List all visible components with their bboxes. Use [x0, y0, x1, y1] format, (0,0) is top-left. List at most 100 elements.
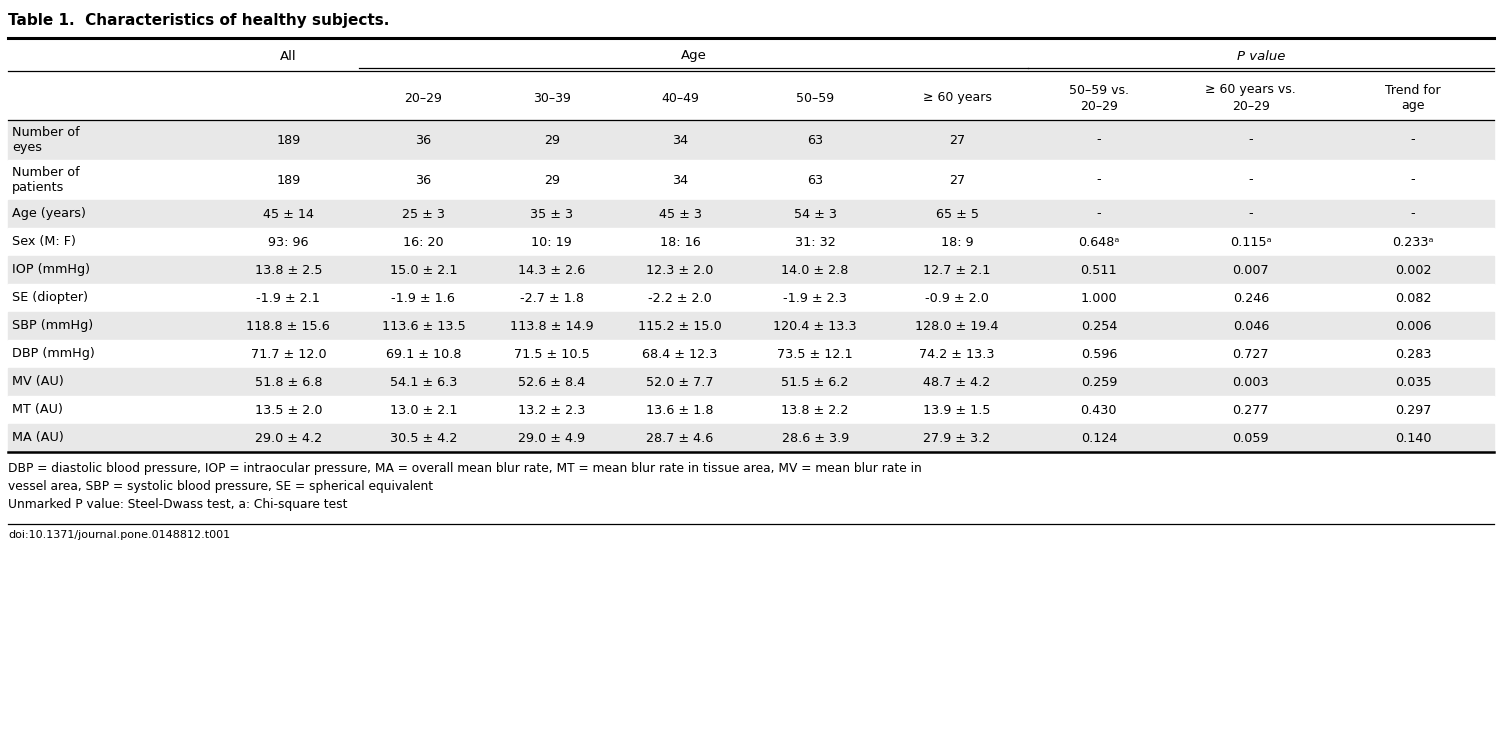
Text: -2.2 ± 2.0: -2.2 ± 2.0: [649, 292, 712, 304]
Text: Table 1.  Characteristics of healthy subjects.: Table 1. Characteristics of healthy subj…: [8, 13, 389, 28]
Bar: [8, 284, 1494, 312]
Text: 31: 32: 31: 32: [795, 236, 835, 248]
Text: -: -: [1248, 208, 1253, 220]
Text: 0.124: 0.124: [1080, 431, 1117, 445]
Text: Age (years): Age (years): [12, 208, 86, 220]
Text: 0.003: 0.003: [1233, 376, 1269, 388]
Text: 0.007: 0.007: [1233, 263, 1269, 277]
Text: MA (AU): MA (AU): [12, 431, 63, 445]
Text: 30–39: 30–39: [533, 92, 571, 104]
Text: 29: 29: [544, 134, 560, 146]
Text: 45 ± 14: 45 ± 14: [263, 208, 314, 220]
Bar: [8, 200, 1494, 228]
Text: Number of
eyes: Number of eyes: [12, 126, 80, 154]
Text: 12.3 ± 2.0: 12.3 ± 2.0: [646, 263, 713, 277]
Text: 63: 63: [807, 173, 823, 187]
Text: 14.3 ± 2.6: 14.3 ± 2.6: [518, 263, 586, 277]
Text: 29: 29: [544, 173, 560, 187]
Text: -2.7 ± 1.8: -2.7 ± 1.8: [520, 292, 584, 304]
Text: -: -: [1410, 173, 1415, 187]
Text: 25 ± 3: 25 ± 3: [403, 208, 445, 220]
Text: 73.5 ± 12.1: 73.5 ± 12.1: [778, 347, 853, 361]
Text: 54 ± 3: 54 ± 3: [793, 208, 837, 220]
Text: 27: 27: [949, 134, 966, 146]
Text: 13.8 ± 2.5: 13.8 ± 2.5: [254, 263, 321, 277]
Text: 52.0 ± 7.7: 52.0 ± 7.7: [646, 376, 713, 388]
Text: 71.7 ± 12.0: 71.7 ± 12.0: [251, 347, 326, 361]
Text: -: -: [1410, 134, 1415, 146]
Text: 50–59: 50–59: [796, 92, 834, 104]
Text: 0.006: 0.006: [1395, 320, 1431, 332]
Text: 34: 34: [671, 134, 688, 146]
Text: 0.002: 0.002: [1395, 263, 1431, 277]
Text: 93: 96: 93: 96: [267, 236, 308, 248]
Text: 74.2 ± 13.3: 74.2 ± 13.3: [919, 347, 994, 361]
Text: 0.254: 0.254: [1080, 320, 1117, 332]
Text: -: -: [1096, 134, 1101, 146]
Text: 14.0 ± 2.8: 14.0 ± 2.8: [781, 263, 849, 277]
Text: 16: 20: 16: 20: [403, 236, 443, 248]
Text: 34: 34: [671, 173, 688, 187]
Text: 30.5 ± 4.2: 30.5 ± 4.2: [389, 431, 457, 445]
Text: DBP = diastolic blood pressure, IOP = intraocular pressure, MA = overall mean bl: DBP = diastolic blood pressure, IOP = in…: [8, 462, 922, 475]
Text: 29.0 ± 4.9: 29.0 ± 4.9: [518, 431, 586, 445]
Text: Trend for
age: Trend for age: [1385, 83, 1440, 112]
Text: SBP (mmHg): SBP (mmHg): [12, 320, 93, 332]
Text: SE (diopter): SE (diopter): [12, 292, 89, 304]
Text: 0.046: 0.046: [1233, 320, 1269, 332]
Text: -0.9 ± 2.0: -0.9 ± 2.0: [925, 292, 988, 304]
Text: 189: 189: [276, 173, 300, 187]
Text: 113.8 ± 14.9: 113.8 ± 14.9: [509, 320, 593, 332]
Text: -: -: [1410, 208, 1415, 220]
Text: doi:10.1371/journal.pone.0148812.t001: doi:10.1371/journal.pone.0148812.t001: [8, 530, 230, 540]
Text: 71.5 ± 10.5: 71.5 ± 10.5: [514, 347, 590, 361]
Bar: [8, 396, 1494, 424]
Text: 18: 16: 18: 16: [659, 236, 700, 248]
Text: 1.000: 1.000: [1080, 292, 1117, 304]
Text: 13.8 ± 2.2: 13.8 ± 2.2: [781, 404, 849, 416]
Bar: [8, 256, 1494, 284]
Text: 65 ± 5: 65 ± 5: [936, 208, 978, 220]
Text: 189: 189: [276, 134, 300, 146]
Text: 13.9 ± 1.5: 13.9 ± 1.5: [924, 404, 991, 416]
Text: 68.4 ± 12.3: 68.4 ± 12.3: [643, 347, 718, 361]
Text: IOP (mmHg): IOP (mmHg): [12, 263, 90, 277]
Text: 15.0 ± 2.1: 15.0 ± 2.1: [389, 263, 457, 277]
Text: DBP (mmHg): DBP (mmHg): [12, 347, 95, 361]
Text: ≥ 60 years: ≥ 60 years: [922, 92, 991, 104]
Text: 69.1 ± 10.8: 69.1 ± 10.8: [386, 347, 461, 361]
Text: Age: Age: [680, 50, 706, 62]
Bar: [8, 368, 1494, 396]
Text: 0.115ᵃ: 0.115ᵃ: [1230, 236, 1272, 248]
Text: MV (AU): MV (AU): [12, 376, 63, 388]
Text: -: -: [1248, 134, 1253, 146]
Text: 0.059: 0.059: [1233, 431, 1269, 445]
Text: Sex (M: F): Sex (M: F): [12, 236, 77, 248]
Text: MT (AU): MT (AU): [12, 404, 63, 416]
Text: 0.511: 0.511: [1080, 263, 1117, 277]
Text: 51.5 ± 6.2: 51.5 ± 6.2: [781, 376, 849, 388]
Text: 10: 19: 10: 19: [532, 236, 572, 248]
Text: 40–49: 40–49: [661, 92, 698, 104]
Text: 113.6 ± 13.5: 113.6 ± 13.5: [382, 320, 466, 332]
Text: -1.9 ± 1.6: -1.9 ± 1.6: [392, 292, 455, 304]
Text: 115.2 ± 15.0: 115.2 ± 15.0: [638, 320, 722, 332]
Text: 0.277: 0.277: [1233, 404, 1269, 416]
Text: 27.9 ± 3.2: 27.9 ± 3.2: [924, 431, 991, 445]
Bar: [8, 160, 1494, 200]
Text: 13.2 ± 2.3: 13.2 ± 2.3: [518, 404, 586, 416]
Text: 50–59 vs.
20–29: 50–59 vs. 20–29: [1069, 83, 1130, 112]
Text: 18: 9: 18: 9: [940, 236, 973, 248]
Text: 52.6 ± 8.4: 52.6 ± 8.4: [518, 376, 586, 388]
Text: 0.140: 0.140: [1395, 431, 1431, 445]
Text: 120.4 ± 13.3: 120.4 ± 13.3: [774, 320, 858, 332]
Text: 0.233ᵃ: 0.233ᵃ: [1392, 236, 1434, 248]
Text: 0.297: 0.297: [1395, 404, 1431, 416]
Text: 0.246: 0.246: [1233, 292, 1269, 304]
Text: 0.648ᵃ: 0.648ᵃ: [1078, 236, 1119, 248]
Text: 45 ± 3: 45 ± 3: [658, 208, 701, 220]
Text: All: All: [279, 50, 296, 62]
Text: 0.035: 0.035: [1395, 376, 1431, 388]
Text: Unmarked P value: Steel-Dwass test, a: Chi-square test: Unmarked P value: Steel-Dwass test, a: C…: [8, 498, 347, 511]
Bar: [8, 340, 1494, 368]
